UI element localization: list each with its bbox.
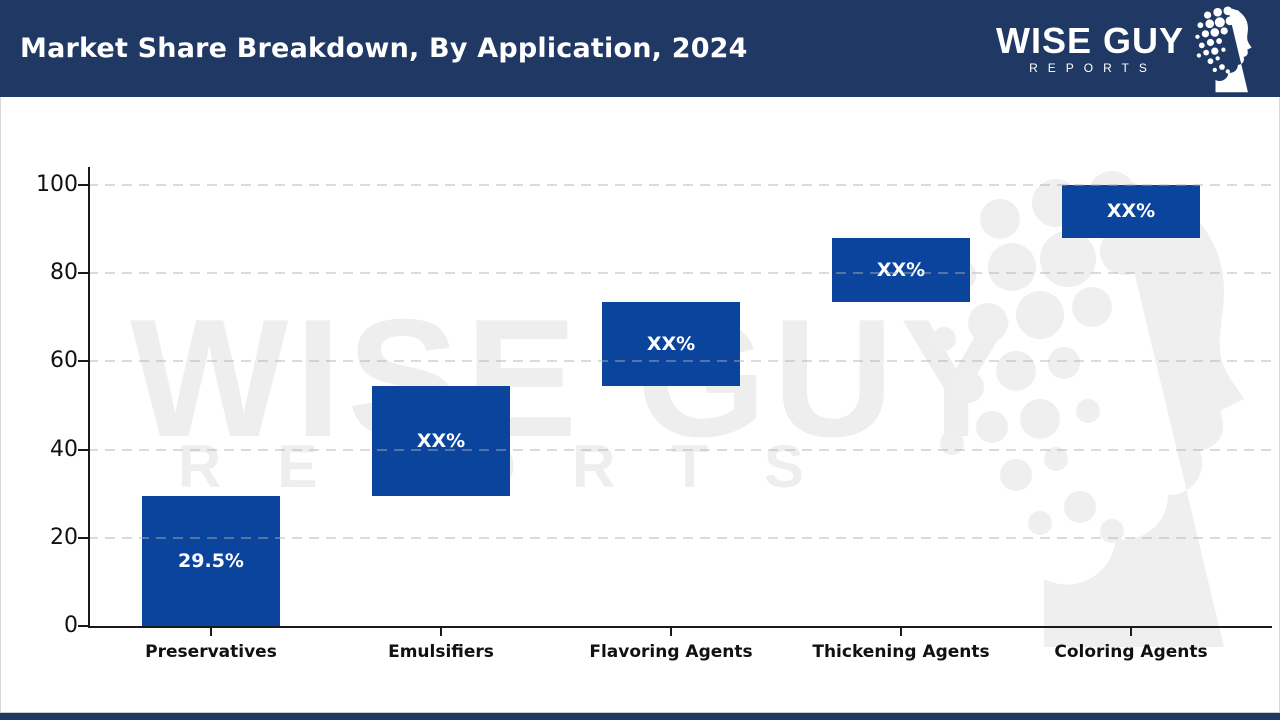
brand-logo-text: WISE GUY REPORTS bbox=[995, 20, 1184, 76]
gridline-100 bbox=[88, 184, 1272, 186]
bar-value-label: XX% bbox=[416, 429, 466, 452]
x-tick-1 bbox=[440, 628, 442, 636]
x-tick-2 bbox=[670, 628, 672, 636]
x-category-label-3: Thickening Agents bbox=[812, 642, 990, 662]
waterfall-bar-4: XX% bbox=[1062, 185, 1200, 238]
y-tick-100 bbox=[78, 184, 88, 186]
y-tick-80 bbox=[78, 272, 88, 275]
header-bar: Market Share Breakdown, By Application, … bbox=[0, 0, 1280, 97]
waterfall-bar-0: 29.5% bbox=[142, 495, 280, 626]
y-tick-0 bbox=[78, 625, 88, 627]
x-category-label-1: Emulsifiers bbox=[388, 642, 494, 662]
waterfall-bar-3: XX% bbox=[832, 237, 970, 302]
bar-value-label: XX% bbox=[646, 332, 696, 355]
watermark-brand: WISE GUY bbox=[130, 284, 1019, 472]
x-category-label-2: Flavoring Agents bbox=[589, 642, 753, 662]
brand-subtitle: REPORTS bbox=[1029, 61, 1157, 75]
y-tick-label-0: 0 bbox=[64, 613, 78, 638]
chart-area: WISE GUY REPORTS 0 20 40 60 80 100 29.5% Preser… bbox=[0, 97, 1280, 712]
footer-bar bbox=[0, 713, 1280, 720]
brand-name: WISE GUY bbox=[995, 20, 1184, 61]
dotted-face-icon bbox=[1195, 5, 1252, 92]
bar-value-label: XX% bbox=[876, 258, 926, 281]
y-tick-label-20: 20 bbox=[50, 524, 78, 550]
gridline-20 bbox=[88, 536, 1272, 539]
y-axis-line bbox=[88, 167, 90, 628]
x-tick-0 bbox=[210, 628, 212, 636]
y-tick-label-40: 40 bbox=[50, 436, 78, 462]
y-tick-20 bbox=[78, 536, 88, 539]
waterfall-bar-2: XX% bbox=[602, 301, 740, 386]
x-axis-line bbox=[88, 626, 1272, 628]
x-category-label-4: Coloring Agents bbox=[1054, 642, 1208, 662]
waterfall-bar-1: XX% bbox=[372, 385, 510, 496]
brand-logo: WISE GUY REPORTS bbox=[996, 5, 1266, 93]
watermark-subtitle: REPORTS bbox=[178, 433, 861, 500]
y-tick-60 bbox=[78, 360, 88, 363]
y-tick-label-60: 60 bbox=[50, 348, 78, 374]
gridline-60 bbox=[88, 360, 1272, 363]
x-tick-4 bbox=[1130, 628, 1132, 636]
gridline-80 bbox=[88, 272, 1272, 275]
y-tick-40 bbox=[78, 448, 88, 451]
y-tick-label-80: 80 bbox=[50, 260, 78, 286]
bar-value-label: 29.5% bbox=[178, 549, 244, 572]
card-border-left bbox=[0, 97, 1, 713]
bar-value-label: XX% bbox=[1106, 200, 1156, 223]
y-tick-label-100: 100 bbox=[36, 172, 78, 197]
x-tick-3 bbox=[900, 628, 902, 636]
x-category-label-0: Preservatives bbox=[145, 642, 277, 662]
gridline-40 bbox=[88, 448, 1272, 451]
card-border-bottom bbox=[0, 712, 1280, 713]
chart-title: Market Share Breakdown, By Application, … bbox=[20, 33, 748, 64]
